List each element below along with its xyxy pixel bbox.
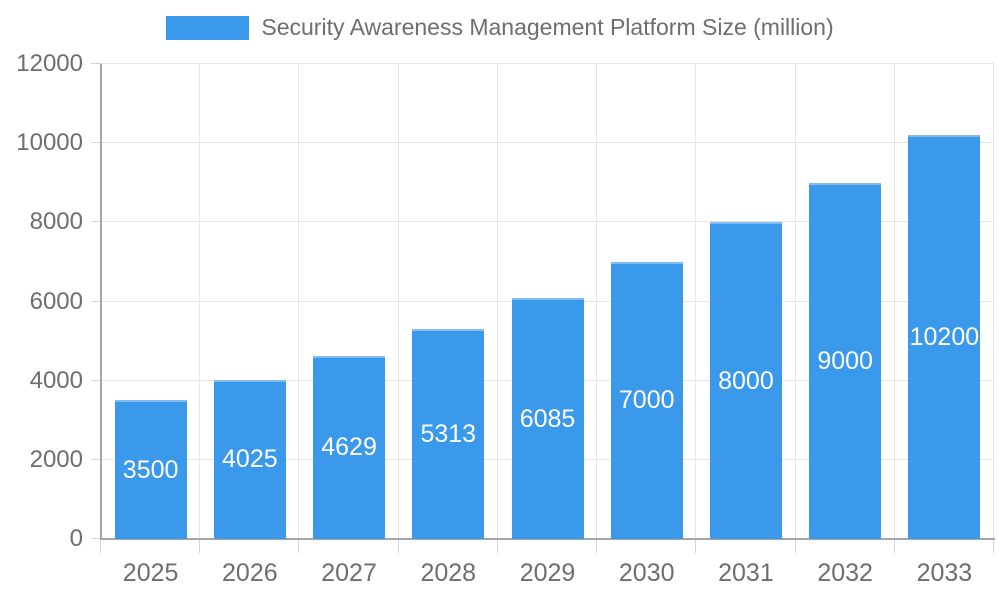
x-tick-5 xyxy=(596,539,598,553)
y-tick-8000 xyxy=(91,221,101,223)
chart-legend[interactable]: Security Awareness Management Platform S… xyxy=(0,14,1000,41)
x-tick-8 xyxy=(893,539,895,553)
y-axis-line xyxy=(100,64,102,540)
x-tick-label-2033: 2033 xyxy=(916,559,973,587)
y-tick-12000 xyxy=(91,63,101,64)
x-tick-1 xyxy=(199,539,201,553)
bar-2030[interactable] xyxy=(610,261,683,539)
x-tick-0 xyxy=(100,539,101,553)
y-tick-label-10000: 10000 xyxy=(16,129,83,157)
x-tick-4 xyxy=(496,539,498,553)
bar-value-label-2029: 6085 xyxy=(519,404,576,433)
bar-value-label-2032: 9000 xyxy=(817,346,873,375)
x-tick-label-2032: 2032 xyxy=(817,559,873,587)
gridline-v-6 xyxy=(695,64,697,539)
bar-2026[interactable] xyxy=(213,379,286,539)
bar-value-label-2030: 7000 xyxy=(618,386,675,415)
x-tick-label-2027: 2027 xyxy=(321,559,377,587)
x-tick-label-2026: 2026 xyxy=(222,559,278,587)
gridline-h-8000 xyxy=(101,221,994,223)
x-tick-label-2025: 2025 xyxy=(122,559,179,587)
gridline-h-10000 xyxy=(101,142,994,144)
gridline-v-7 xyxy=(794,64,796,539)
y-tick-label-2000: 2000 xyxy=(29,445,83,473)
bar-2033[interactable] xyxy=(908,135,981,539)
bar-value-label-2026: 4025 xyxy=(222,445,278,474)
bar-2027[interactable] xyxy=(313,355,386,539)
legend-label: Security Awareness Management Platform S… xyxy=(261,14,834,40)
bar-value-label-2033: 10200 xyxy=(909,323,980,352)
y-tick-label-4000: 4000 xyxy=(29,366,83,394)
bar-value-label-2025: 3500 xyxy=(122,455,179,484)
gridline-v-3 xyxy=(397,64,399,539)
bar-value-label-2031: 8000 xyxy=(718,366,774,395)
y-tick-label-0: 0 xyxy=(69,525,83,552)
x-tick-label-2030: 2030 xyxy=(618,559,675,587)
x-tick-7 xyxy=(794,539,796,553)
bar-value-label-2028: 5313 xyxy=(420,419,477,448)
bar-2031[interactable] xyxy=(709,222,782,539)
y-tick-6000 xyxy=(91,300,101,302)
x-tick-label-2029: 2029 xyxy=(519,559,576,587)
x-tick-label-2031: 2031 xyxy=(718,559,774,587)
x-tick-3 xyxy=(397,539,399,553)
y-tick-4000 xyxy=(91,379,101,381)
gridline-v-4 xyxy=(496,64,498,539)
x-tick-label-2028: 2028 xyxy=(420,559,477,587)
gridline-v-5 xyxy=(596,64,598,539)
bar-value-label-2027: 4629 xyxy=(321,433,377,462)
y-tick-10000 xyxy=(91,142,101,144)
gridline-v-9 xyxy=(993,64,994,539)
y-tick-label-8000: 8000 xyxy=(29,208,83,236)
x-tick-9 xyxy=(993,539,994,553)
y-tick-label-12000: 12000 xyxy=(16,50,83,77)
bar-2025[interactable] xyxy=(114,400,187,539)
gridline-v-8 xyxy=(893,64,895,539)
y-tick-0 xyxy=(91,538,101,539)
x-tick-6 xyxy=(695,539,697,553)
gridline-v-1 xyxy=(199,64,201,539)
x-tick-2 xyxy=(298,539,300,553)
gridline-v-2 xyxy=(298,64,300,539)
legend-swatch xyxy=(166,15,250,40)
gridline-h-12000 xyxy=(101,63,994,64)
bar-2028[interactable] xyxy=(412,328,485,539)
y-tick-label-6000: 6000 xyxy=(29,287,83,315)
bar-2029[interactable] xyxy=(511,298,584,539)
bar-2032[interactable] xyxy=(809,182,882,539)
y-tick-2000 xyxy=(91,458,101,460)
x-axis-line xyxy=(100,538,995,540)
